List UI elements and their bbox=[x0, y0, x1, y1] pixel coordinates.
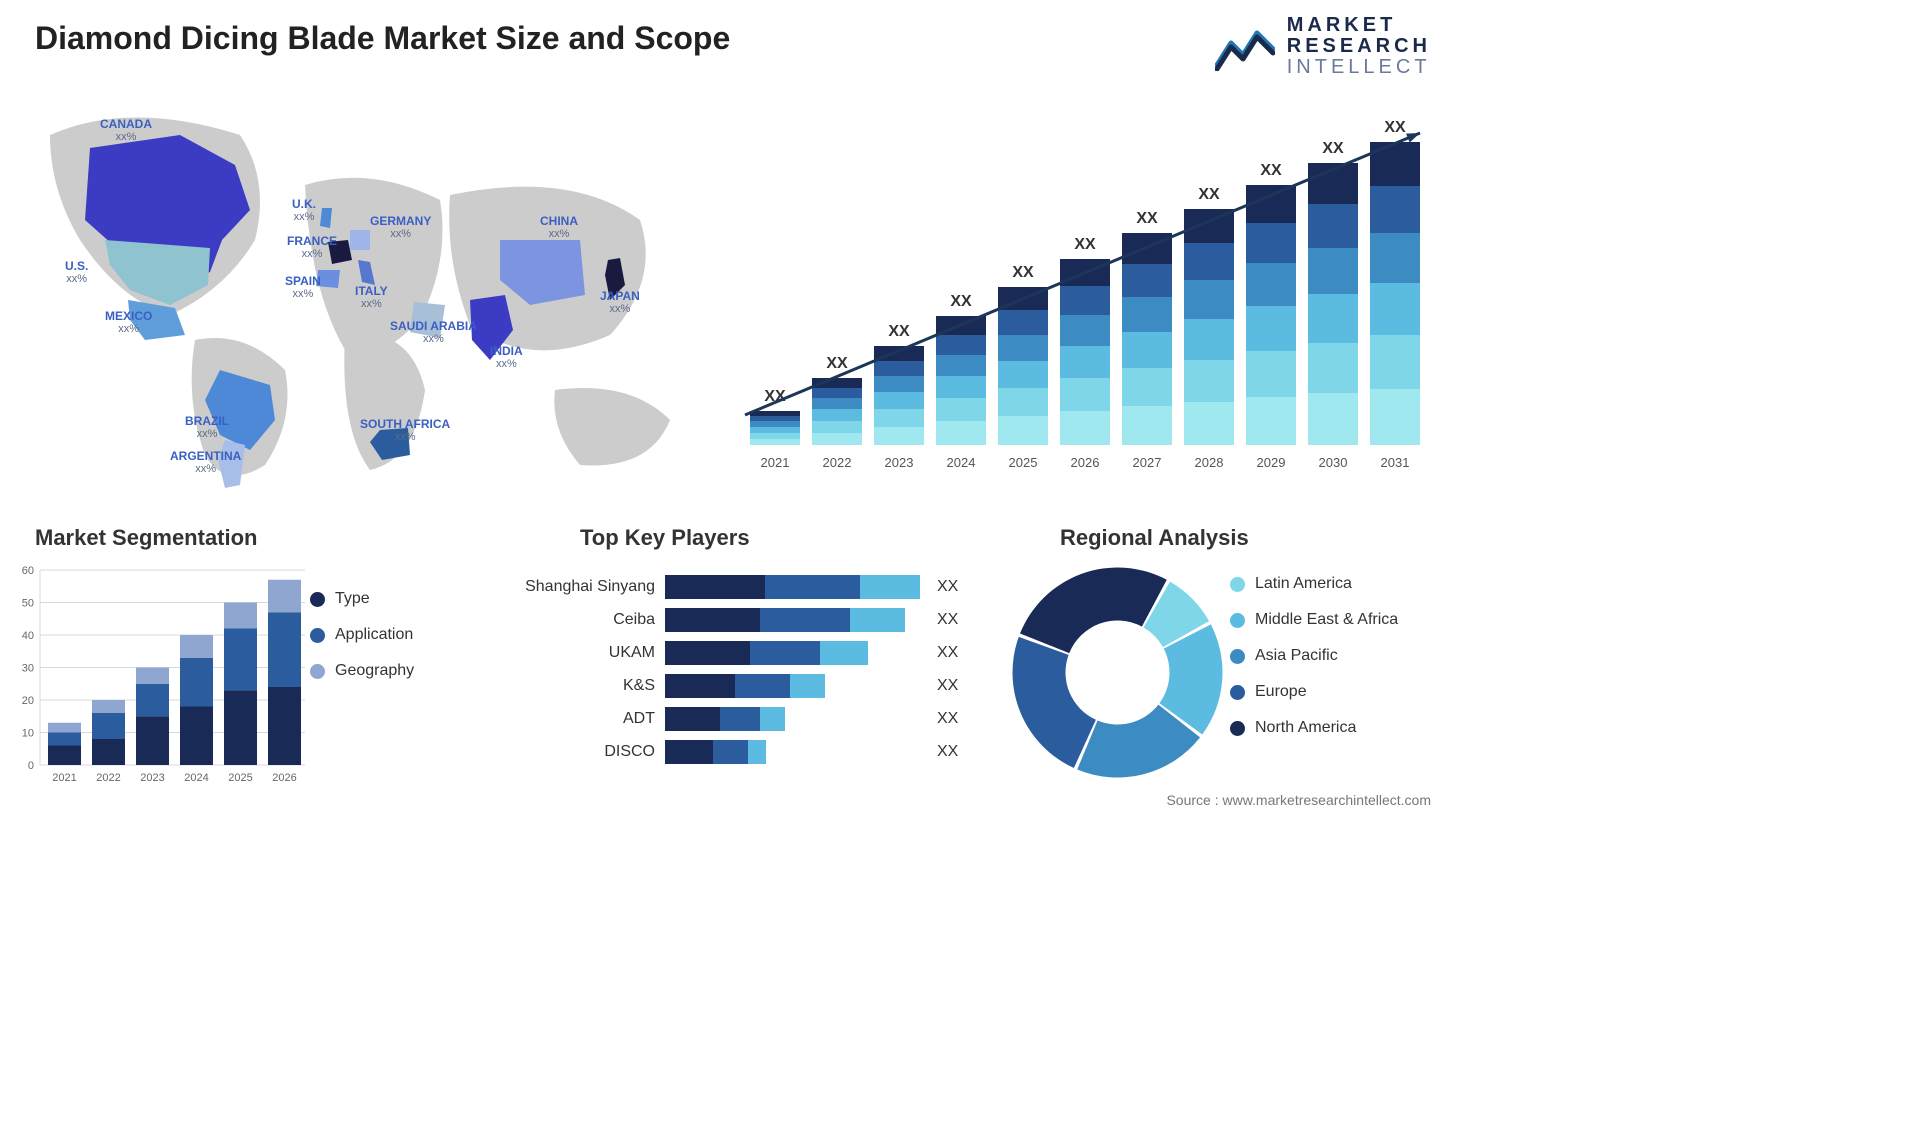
key-player-row: Shanghai SinyangXX bbox=[510, 570, 990, 603]
map-label-argentina: ARGENTINAxx% bbox=[170, 450, 241, 475]
logo-line3: INTELLECT bbox=[1287, 57, 1431, 78]
svg-text:2031: 2031 bbox=[1381, 455, 1410, 470]
svg-text:XX: XX bbox=[950, 293, 972, 310]
svg-text:2027: 2027 bbox=[1133, 455, 1162, 470]
svg-text:30: 30 bbox=[22, 663, 34, 675]
map-label-france: FRANCExx% bbox=[287, 235, 337, 260]
svg-text:XX: XX bbox=[1322, 140, 1344, 157]
map-label-uk: U.K.xx% bbox=[292, 198, 316, 223]
regional-legend: Latin America Middle East & Africa Asia Pa… bbox=[1230, 575, 1398, 737]
svg-text:XX: XX bbox=[826, 355, 848, 372]
svg-text:10: 10 bbox=[22, 728, 34, 740]
svg-text:2025: 2025 bbox=[228, 772, 252, 784]
svg-text:2022: 2022 bbox=[823, 455, 852, 470]
regional-legend-item: North America bbox=[1230, 719, 1398, 737]
regional-legend-item: Europe bbox=[1230, 683, 1398, 701]
segmentation-legend: Type Application Geography bbox=[310, 590, 414, 680]
svg-text:2022: 2022 bbox=[96, 772, 120, 784]
svg-text:2026: 2026 bbox=[1071, 455, 1100, 470]
key-player-row: DISCOXX bbox=[510, 735, 990, 768]
svg-text:XX: XX bbox=[1198, 186, 1220, 203]
key-player-row: CeibaXX bbox=[510, 603, 990, 636]
svg-text:60: 60 bbox=[22, 565, 34, 577]
map-label-india: INDIAxx% bbox=[490, 345, 523, 370]
regional-legend-item: Latin America bbox=[1230, 575, 1398, 593]
segmentation-legend-item: Type bbox=[310, 590, 414, 608]
forecast-stacked-bar-chart: XX 2021 XX 2022 XX 2023 XX 2024 XX 2025 XX 2026 XX 20… bbox=[740, 100, 1440, 480]
svg-text:20: 20 bbox=[22, 695, 34, 707]
regional-legend-item: Asia Pacific bbox=[1230, 647, 1398, 665]
map-label-china: CHINAxx% bbox=[540, 215, 578, 240]
regional-legend-item: Middle East & Africa bbox=[1230, 611, 1398, 629]
logo-line1: MARKET bbox=[1287, 15, 1431, 36]
svg-text:2021: 2021 bbox=[761, 455, 790, 470]
svg-text:2029: 2029 bbox=[1257, 455, 1286, 470]
svg-text:40: 40 bbox=[22, 630, 34, 642]
svg-text:XX: XX bbox=[1136, 210, 1158, 227]
key-players-title: Top Key Players bbox=[580, 525, 750, 551]
regional-title: Regional Analysis bbox=[1060, 525, 1249, 551]
map-label-spain: SPAINxx% bbox=[285, 275, 321, 300]
svg-text:XX: XX bbox=[1260, 162, 1282, 179]
world-map-panel: CANADAxx% U.S.xx% MEXICOxx% BRAZILxx% ARGENT… bbox=[10, 90, 730, 500]
regional-donut-chart bbox=[1005, 560, 1230, 785]
key-player-row: K&SXX bbox=[510, 669, 990, 702]
svg-text:XX: XX bbox=[1012, 264, 1034, 281]
svg-text:2026: 2026 bbox=[272, 772, 296, 784]
svg-text:2025: 2025 bbox=[1009, 455, 1038, 470]
segmentation-title: Market Segmentation bbox=[35, 525, 258, 551]
map-label-brazil: BRAZILxx% bbox=[185, 415, 229, 440]
logo-mark-icon bbox=[1215, 23, 1275, 71]
map-label-germany: GERMANYxx% bbox=[370, 215, 431, 240]
svg-text:2021: 2021 bbox=[52, 772, 76, 784]
key-player-row: UKAMXX bbox=[510, 636, 990, 669]
brand-logo: MARKET RESEARCH INTELLECT bbox=[1215, 15, 1431, 78]
svg-text:50: 50 bbox=[22, 598, 34, 610]
svg-text:XX: XX bbox=[1074, 236, 1096, 253]
svg-text:2023: 2023 bbox=[140, 772, 164, 784]
map-label-japan: JAPANxx% bbox=[600, 290, 640, 315]
map-label-canada: CANADAxx% bbox=[100, 118, 152, 143]
map-label-italy: ITALYxx% bbox=[355, 285, 388, 310]
svg-text:2024: 2024 bbox=[947, 455, 976, 470]
svg-text:XX: XX bbox=[1384, 119, 1406, 136]
svg-text:2023: 2023 bbox=[885, 455, 914, 470]
map-label-saudiarabia: SAUDI ARABIAxx% bbox=[390, 320, 477, 345]
segmentation-stacked-bar-chart: 0 10 20 30 40 50 60 2021 2022 2023 2024 2025 2026 bbox=[10, 560, 310, 790]
svg-text:2028: 2028 bbox=[1195, 455, 1224, 470]
key-players-bar-chart: Shanghai SinyangXXCeibaXXUKAMXXK&SXXADTX… bbox=[510, 570, 990, 768]
key-player-row: ADTXX bbox=[510, 702, 990, 735]
map-label-southafrica: SOUTH AFRICAxx% bbox=[360, 418, 450, 443]
svg-text:0: 0 bbox=[28, 760, 34, 772]
page-title: Diamond Dicing Blade Market Size and Sco… bbox=[35, 20, 730, 57]
svg-text:2024: 2024 bbox=[184, 772, 208, 784]
segmentation-legend-item: Geography bbox=[310, 662, 414, 680]
map-label-mexico: MEXICOxx% bbox=[105, 310, 152, 335]
segmentation-legend-item: Application bbox=[310, 626, 414, 644]
logo-line2: RESEARCH bbox=[1287, 36, 1431, 57]
map-label-us: U.S.xx% bbox=[65, 260, 88, 285]
svg-text:2030: 2030 bbox=[1319, 455, 1348, 470]
svg-text:XX: XX bbox=[888, 323, 910, 340]
source-text: Source : www.marketresearchintellect.com bbox=[1166, 792, 1431, 808]
